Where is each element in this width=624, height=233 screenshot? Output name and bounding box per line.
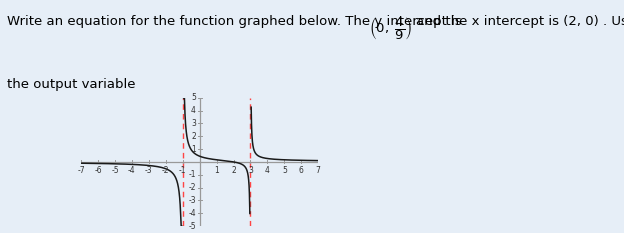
Text: 5: 5 [191, 93, 196, 102]
Text: -3: -3 [145, 166, 153, 175]
Text: -2: -2 [188, 183, 196, 192]
Text: -5: -5 [111, 166, 119, 175]
Text: -4: -4 [128, 166, 136, 175]
Text: 5: 5 [282, 166, 287, 175]
Text: 2: 2 [191, 132, 196, 141]
Text: 4: 4 [265, 166, 270, 175]
Text: 3: 3 [191, 119, 196, 128]
Text: $\left(0,\;\dfrac{4}{9}\right)$: $\left(0,\;\dfrac{4}{9}\right)$ [369, 15, 412, 42]
Text: -3: -3 [188, 196, 196, 205]
Text: 7: 7 [316, 166, 321, 175]
Text: -6: -6 [94, 166, 102, 175]
Text: and the x intercept is (2, 0) . Use y as: and the x intercept is (2, 0) . Use y as [416, 15, 624, 28]
Text: -1: -1 [188, 170, 196, 179]
Text: 1: 1 [214, 166, 219, 175]
Text: 6: 6 [299, 166, 304, 175]
Text: the output variable: the output variable [7, 78, 136, 91]
Text: 3: 3 [248, 166, 253, 175]
Text: -7: -7 [77, 166, 85, 175]
Text: 2: 2 [231, 166, 236, 175]
Text: -1: -1 [179, 166, 187, 175]
Text: -5: -5 [188, 222, 196, 230]
Text: -2: -2 [162, 166, 170, 175]
Text: 4: 4 [191, 106, 196, 115]
Text: 1: 1 [191, 145, 196, 154]
Text: Write an equation for the function graphed below. The y intercept is: Write an equation for the function graph… [7, 15, 462, 28]
Text: -4: -4 [188, 209, 196, 218]
